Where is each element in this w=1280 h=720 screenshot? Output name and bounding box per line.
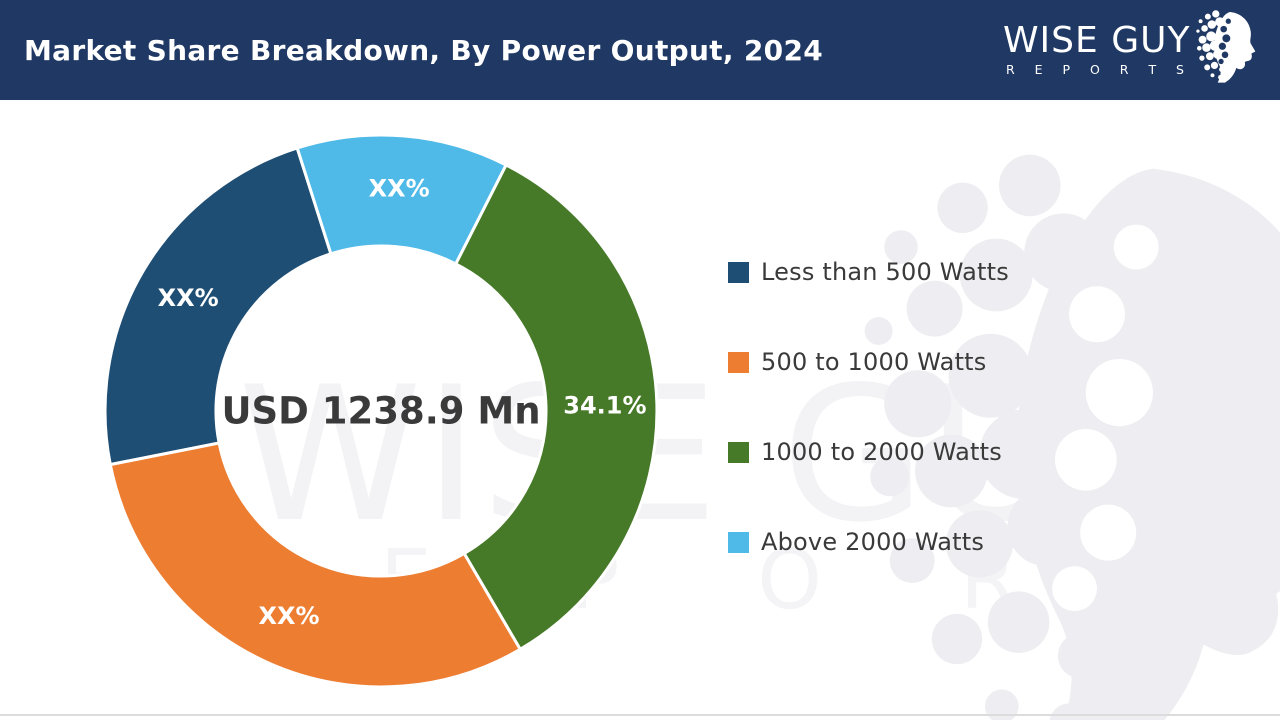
logo-subtitle: R E P O R T S <box>1005 62 1192 77</box>
legend-swatch <box>728 261 749 283</box>
segment-percent-label: XX% <box>258 602 319 630</box>
donut-segment-3 <box>453 162 659 652</box>
bottom-divider <box>0 714 1280 716</box>
segment-percent-label: 34.1% <box>563 392 646 420</box>
donut-segment-2 <box>108 441 523 689</box>
chart-area: WISE GUY R E P O R T S XX%XX%34.1%XX% US… <box>0 100 1280 720</box>
legend-item-3: 1000 to 2000 Watts <box>728 438 1009 466</box>
legend-label: 1000 to 2000 Watts <box>761 438 1002 466</box>
legend-label: 500 to 1000 Watts <box>761 348 987 376</box>
legend-swatch <box>728 351 749 373</box>
legend-item-4: Above 2000 Watts <box>728 528 1009 556</box>
legend-label: Less than 500 Watts <box>761 258 1009 286</box>
logo-name: WISE GUY <box>1002 20 1191 61</box>
legend: Less than 500 Watts 500 to 1000 Watts 1000… <box>728 258 1009 618</box>
logo-head-icon <box>1194 8 1260 91</box>
legend-swatch <box>728 531 749 553</box>
donut-segment-1 <box>103 146 333 467</box>
legend-item-1: Less than 500 Watts <box>728 258 1009 286</box>
brand-logo: WISE GUY R E P O R T S <box>1003 8 1260 91</box>
page-title: Market Share Breakdown, By Power Output,… <box>24 33 824 67</box>
chart-center-value: USD 1238.9 Mn <box>221 389 541 433</box>
header: Market Share Breakdown, By Power Output,… <box>0 0 1280 100</box>
legend-label: Above 2000 Watts <box>761 528 985 556</box>
segment-percent-label: XX% <box>158 284 219 312</box>
logo-wordmark: WISE GUY R E P O R T S <box>1002 20 1192 78</box>
segment-percent-label: XX% <box>369 175 430 203</box>
legend-swatch <box>728 441 749 463</box>
donut-chart-svg: XX% XX% 34.1% XX% <box>103 133 659 689</box>
legend-item-2: 500 to 1000 Watts <box>728 348 1009 376</box>
